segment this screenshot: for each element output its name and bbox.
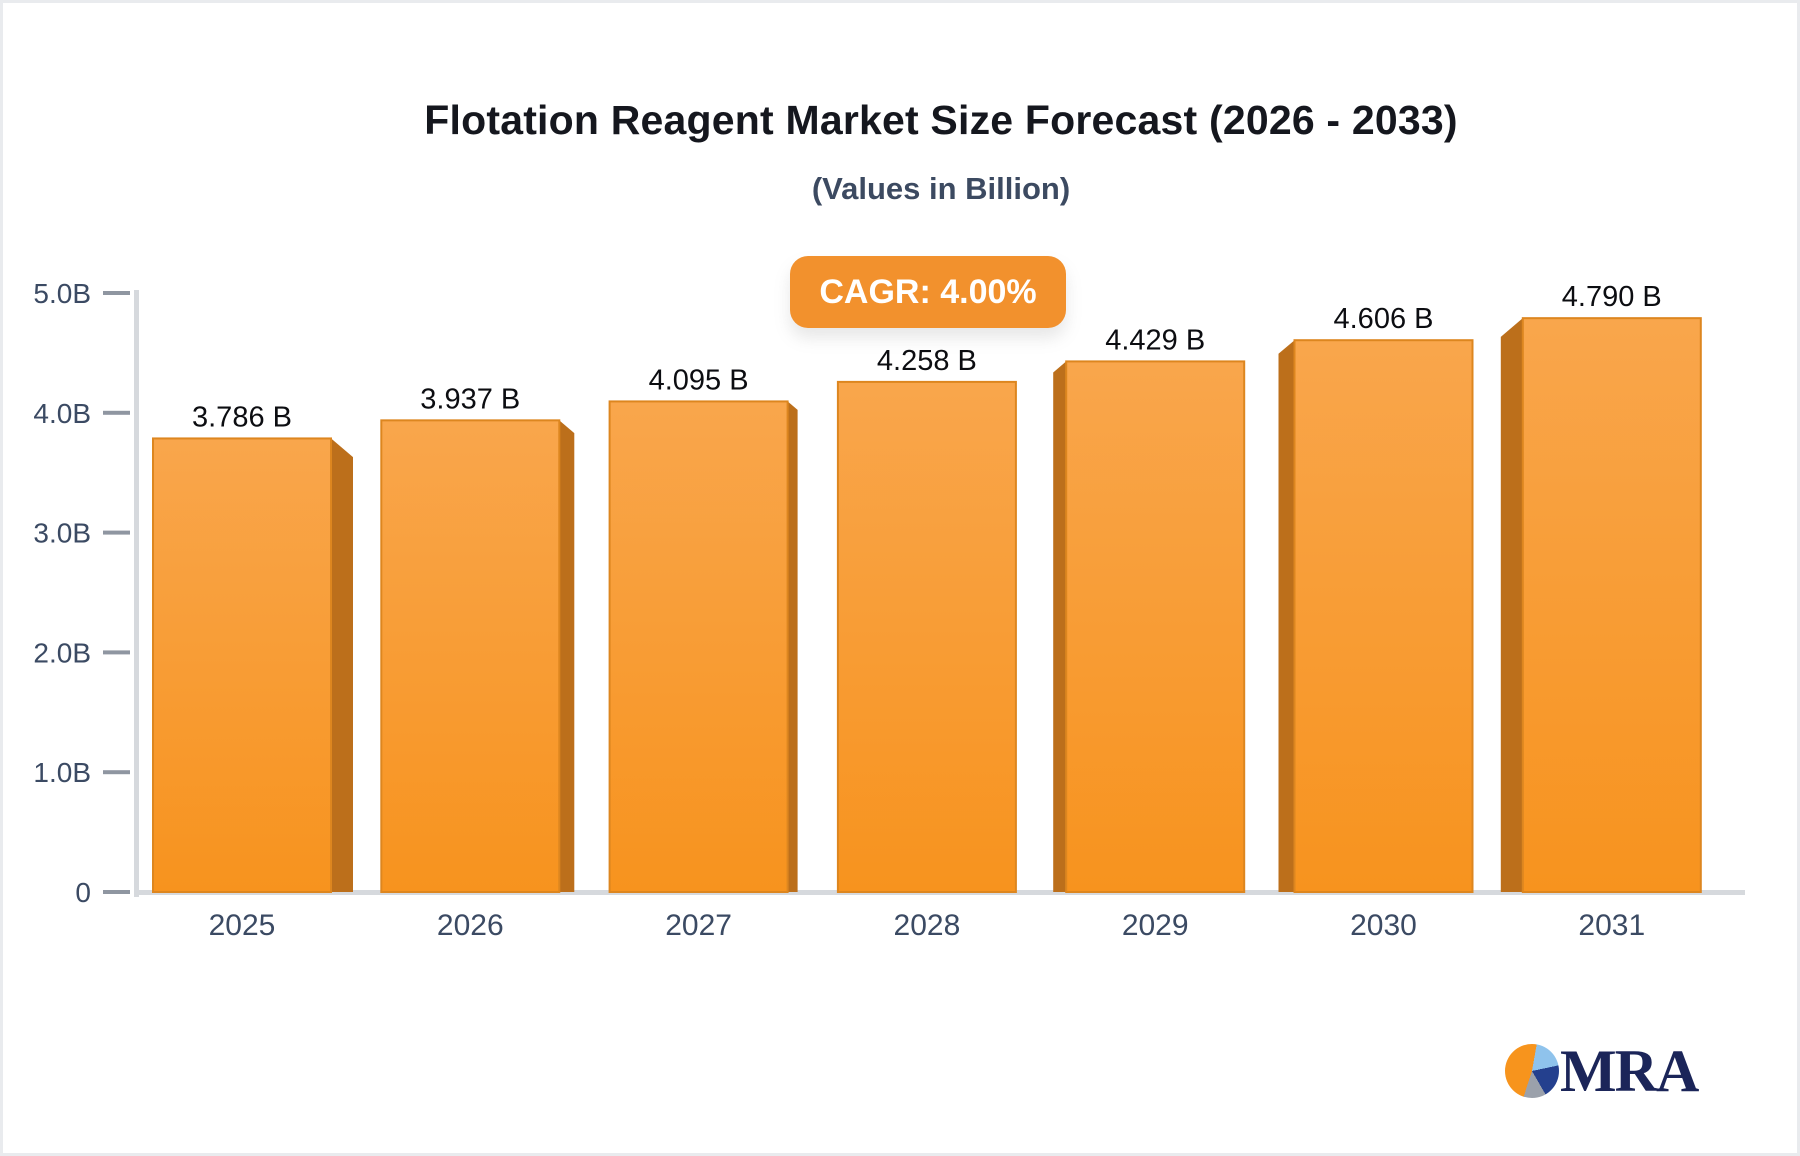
x-axis-label-2029: 2029	[1122, 909, 1189, 942]
cagr-badge: CAGR: 4.00%	[790, 256, 1066, 328]
chart-title: Flotation Reagent Market Size Forecast (…	[424, 97, 1458, 143]
bar-value-label-2026: 3.937 B	[420, 383, 520, 415]
y-axis-tick-label: 2.0B	[33, 637, 91, 668]
y-axis-line	[134, 290, 139, 897]
bar-2030	[1293, 339, 1474, 894]
y-axis-tick	[103, 530, 130, 535]
x-axis-label-2027: 2027	[665, 909, 732, 942]
y-axis-tick-label: 1.0B	[33, 757, 91, 788]
mra-logo-text: MRA	[1560, 1038, 1699, 1104]
bar-side-2027	[787, 401, 798, 892]
x-axis-label-2028: 2028	[894, 909, 961, 942]
x-axis-label-2026: 2026	[437, 909, 504, 942]
bar-side-2026	[559, 420, 575, 892]
cagr-badge-label: CAGR: 4.00%	[819, 272, 1037, 311]
y-axis-tick	[103, 410, 130, 415]
x-axis-label-2031: 2031	[1578, 909, 1645, 942]
bar-side-2030	[1278, 340, 1295, 893]
bar-value-label-2028: 4.258 B	[877, 345, 977, 377]
bar-2028	[836, 380, 1017, 893]
bar-2025	[152, 437, 332, 893]
mra-logo: MRA	[1505, 1038, 1699, 1104]
bar-value-label-2027: 4.095 B	[649, 364, 749, 396]
bar-2027	[608, 400, 789, 893]
bar-2029	[1065, 360, 1246, 893]
bar-2031	[1521, 317, 1702, 893]
x-axis-label-2030: 2030	[1350, 909, 1417, 942]
bar-2026	[380, 419, 561, 893]
bar-chart: 0 1.0B 2.0B 3.0B 4.0B 5.0B 3.786 B 2025 3.937 B 2…	[33, 278, 1745, 942]
bar-value-label-2030: 4.606 B	[1334, 303, 1434, 335]
y-axis-tick	[103, 650, 130, 655]
x-axis-label-2025: 2025	[209, 909, 276, 942]
bar-side-2025	[331, 438, 353, 892]
bar-value-label-2029: 4.429 B	[1105, 324, 1205, 356]
bar-value-label-2031: 4.790 B	[1562, 281, 1662, 313]
y-axis-tick-label: 4.0B	[33, 398, 91, 429]
y-axis-tick-label: 5.0B	[33, 278, 91, 309]
chart-subtitle: (Values in Billion)	[811, 171, 1071, 206]
y-axis-tick	[103, 291, 130, 295]
bar-side-2031	[1500, 318, 1523, 893]
y-axis-tick-label: 0	[75, 877, 91, 908]
bar-side-2029	[1053, 361, 1067, 893]
bar-value-label-2025: 3.786 B	[192, 401, 292, 433]
pie-chart-logo-icon	[1505, 1044, 1559, 1098]
y-axis-tick	[103, 770, 130, 775]
y-axis-tick-label: 3.0B	[33, 518, 91, 549]
y-axis-tick	[103, 890, 130, 894]
